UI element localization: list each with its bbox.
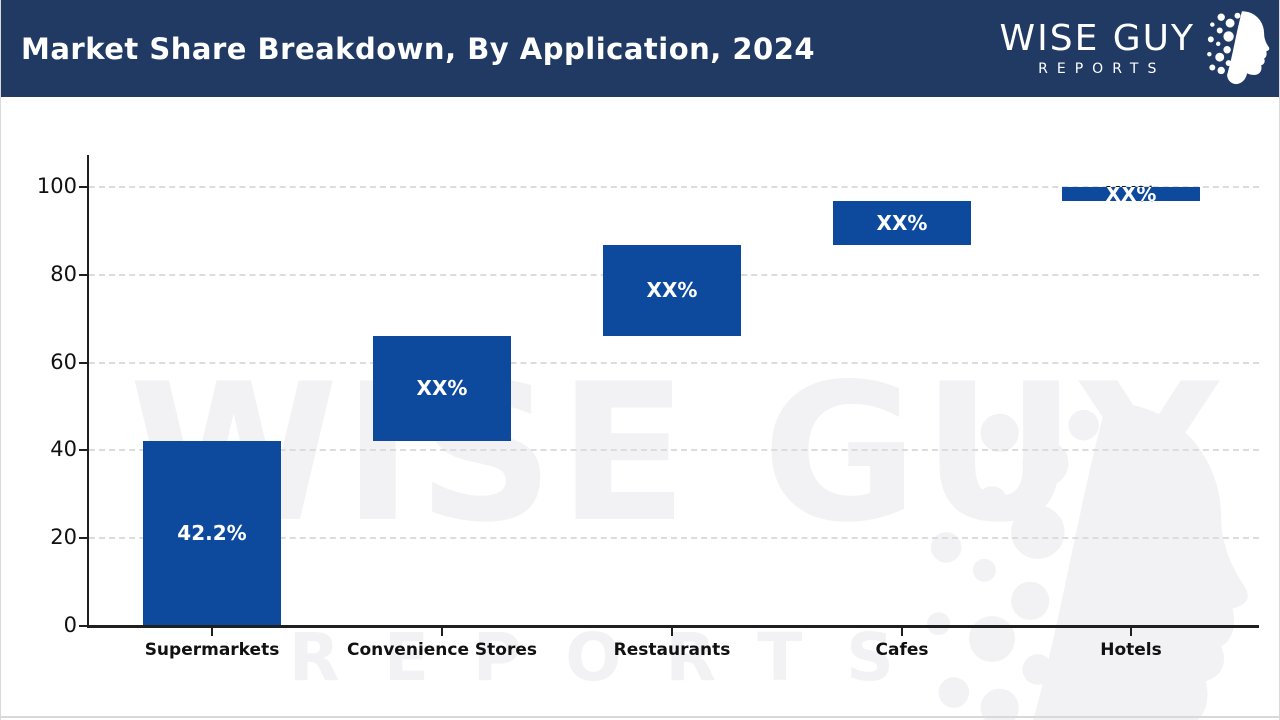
gridline	[89, 186, 1259, 188]
y-tick-label: 80	[50, 261, 77, 286]
gridline	[89, 449, 1259, 452]
logo-wordmark-line1: WISE GUY	[999, 18, 1195, 59]
y-axis-tick	[79, 449, 87, 452]
bar-value-label: 42.2%	[177, 521, 247, 546]
watermark-subtext: REPORTS	[289, 619, 938, 696]
y-axis-tick	[79, 273, 87, 276]
x-axis-tick	[1130, 628, 1132, 636]
logo-wordmark: WISE GUY REPORTS	[999, 18, 1196, 77]
x-tick-label: Convenience Stores	[346, 640, 538, 660]
gridline	[89, 537, 1259, 540]
page-title: Market Share Breakdown, By Application, …	[21, 31, 816, 66]
y-axis-tick	[79, 625, 87, 627]
logo-wordmark-line2: REPORTS	[1038, 61, 1166, 77]
bar-value-label: XX%	[876, 210, 928, 235]
chart-area: WISE GUY REPORTS 02040608010042.2%42.2%S…	[1, 97, 1279, 720]
bar-value-label: XX%	[416, 376, 468, 401]
x-axis-line	[87, 625, 1259, 628]
face-profile-icon	[1207, 10, 1270, 84]
y-axis-tick	[79, 186, 87, 188]
x-axis-tick	[671, 628, 673, 636]
gridline	[89, 361, 1259, 364]
y-tick-label: 20	[50, 525, 77, 550]
y-tick-label: 40	[50, 437, 77, 462]
x-tick-label: Restaurants	[613, 640, 731, 660]
wise-guy-logo: WISE GUY REPORTS	[1000, 8, 1274, 90]
header-bar: Market Share Breakdown, By Application, …	[1, 0, 1279, 97]
x-tick-label: Supermarkets	[144, 640, 280, 660]
y-axis-tick	[79, 361, 87, 364]
y-tick-label: 60	[50, 349, 77, 374]
y-axis-tick	[79, 537, 87, 540]
bar-value-label: XX%	[646, 278, 698, 303]
y-axis-line	[87, 155, 89, 626]
bar: XX%	[373, 335, 511, 441]
x-axis-tick	[901, 628, 903, 636]
bar: 42.2%	[143, 440, 281, 626]
bottom-divider	[1, 716, 1279, 718]
bar-value-label: XX%	[1105, 187, 1157, 202]
x-axis-tick	[441, 628, 443, 636]
x-tick-label: Cafes	[875, 640, 929, 660]
bar: XX%	[833, 201, 971, 245]
y-tick-label: 100	[36, 174, 77, 198]
bar: XX%	[603, 244, 741, 336]
x-axis-tick	[211, 628, 213, 636]
watermark-face-icon	[927, 402, 1248, 720]
x-tick-label: Hotels	[1100, 640, 1162, 660]
y-tick-label: 0	[63, 613, 77, 637]
bar: XX%	[1062, 187, 1200, 202]
